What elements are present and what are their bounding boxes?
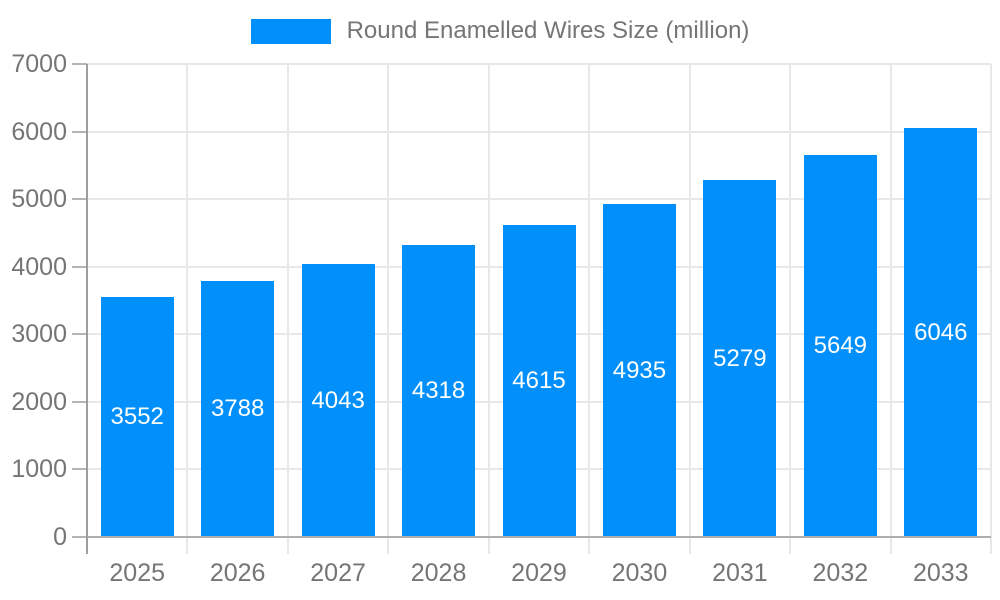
bar-value-label: 3788 [210,395,265,422]
bar-value-label: 6046 [914,318,968,346]
x-axis-label: 2025 [109,559,166,587]
bar-2025[interactable]: 3552 [100,297,174,537]
y-axis-tick [72,63,87,65]
legend[interactable]: Round Enamelled Wires Size (million) [0,17,1000,45]
x-axis-label: 2026 [209,559,266,587]
v-gridline [789,64,792,554]
x-axis-label: 2027 [310,559,366,587]
bar-value-label: 3552 [110,403,164,430]
bar-2031[interactable]: 5279 [703,180,777,537]
bar-value-label: 5279 [713,344,767,372]
y-axis-label: 4000 [11,252,67,281]
bar-2028[interactable]: 4318 [402,245,476,537]
v-gridline [588,64,591,554]
y-axis-tick [72,333,87,336]
h-gridline [87,63,991,65]
y-axis-tick [72,400,87,403]
plot-area: 0 1000 2000 3000 4000 5000 6000 7000 3552 2025 378… [11,50,992,587]
legend-label: Round Enamelled Wires Size (million) [346,17,750,44]
x-axis-label: 2032 [812,559,869,587]
y-axis-label: 0 [53,523,67,551]
x-axis-line [87,536,991,538]
bar-2026[interactable]: 3788 [201,281,275,537]
v-gridline [487,64,490,554]
y-axis-label: 1000 [11,455,67,484]
x-axis-label: 2033 [912,559,969,587]
y-axis-tick [72,198,87,201]
bar-value-label: 5649 [813,332,868,359]
y-axis-tick [72,468,87,471]
y-axis-label: 5000 [11,185,67,214]
bar-value-label: 4043 [311,386,365,414]
bar-2029[interactable]: 4615 [502,225,576,537]
y-axis-label: 2000 [11,387,67,416]
bar-2032[interactable]: 5649 [803,155,877,537]
v-gridline [990,64,992,554]
bar-value-label: 4615 [512,367,566,394]
y-axis-tick [72,130,87,133]
h-gridline [87,130,991,133]
bar-value-label: 4318 [411,377,466,404]
y-axis-label: 3000 [11,320,67,349]
bar-value-label: 4935 [612,356,667,384]
y-axis-line [86,64,88,554]
v-gridline [889,64,892,554]
v-gridline [688,64,691,554]
x-axis-label: 2029 [511,559,567,587]
bar-2030[interactable]: 4935 [602,204,676,537]
y-axis-label: 7000 [11,50,67,78]
y-axis-tick [72,265,87,268]
x-axis-label: 2031 [712,559,768,587]
bar-2027[interactable]: 4043 [301,264,375,537]
y-axis-tick [72,536,87,538]
y-axis-label: 6000 [11,117,67,146]
h-gridline [87,198,991,201]
v-gridline [387,64,390,554]
v-gridline [286,64,289,554]
x-axis-label: 2028 [410,559,467,587]
x-axis-label: 2030 [611,559,668,587]
v-gridline [186,64,189,554]
bar-2033[interactable]: 6046 [904,128,978,537]
legend-swatch [250,18,331,44]
